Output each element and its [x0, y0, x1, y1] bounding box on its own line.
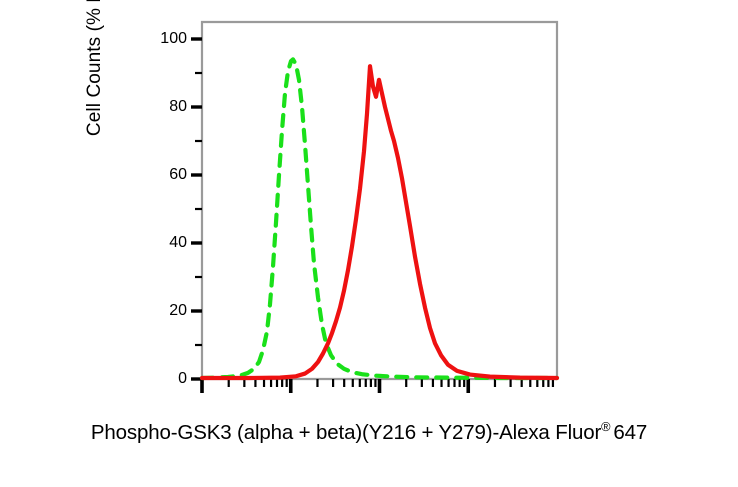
y-axis-tick-label: 0 — [178, 370, 187, 387]
caption-main-text: Phospho-GSK3 (alpha + beta)(Y216 + Y279)… — [90, 421, 602, 444]
registered-trademark-icon: ® — [601, 419, 611, 435]
y-axis-tick-label: 40 — [169, 234, 187, 251]
y-axis-tick-label: 80 — [169, 98, 187, 115]
figure-caption: Phospho-GSK3 (alpha + beta)(Y216 + Y279)… — [0, 419, 738, 445]
histogram-svg — [191, 20, 560, 393]
caption-suffix-text: 647 — [613, 421, 648, 444]
data-series — [199, 57, 560, 381]
plot-area: 0 20 40 60 80 100 — [160, 20, 560, 393]
series-curve-stained-red — [199, 64, 560, 381]
y-axis-tick-label: 100 — [160, 30, 187, 47]
y-axis-tick-label: 20 — [169, 302, 187, 319]
y-axis-tick-label: 60 — [169, 166, 187, 183]
y-axis-ticks — [191, 37, 202, 381]
x-axis-ticks — [200, 379, 555, 393]
plot-frame — [200, 20, 559, 381]
series-curve-control-green — [199, 57, 560, 381]
